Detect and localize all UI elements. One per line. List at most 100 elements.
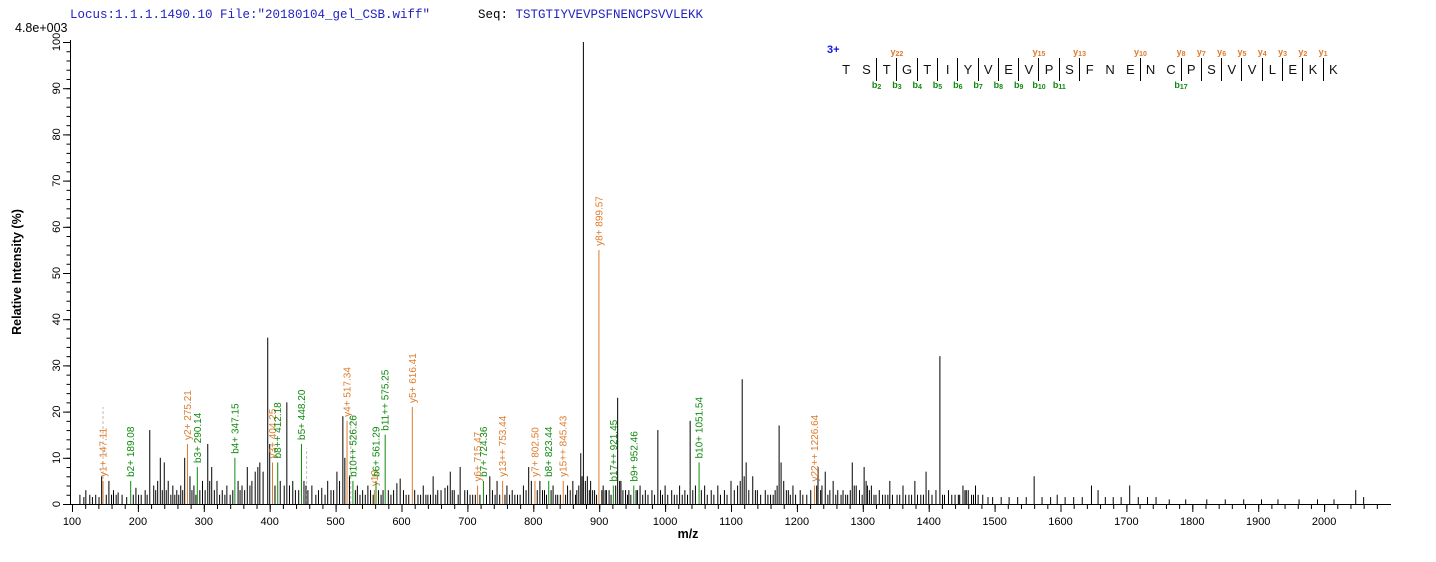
b-ion-tag: b4 [912, 80, 922, 91]
x-tick-label: 200 [129, 516, 147, 528]
seq-label: Seq: [478, 8, 516, 22]
x-tick-label: 100 [63, 516, 81, 528]
y-ion-tag: y4 [1257, 47, 1267, 58]
residue-25: K [1328, 62, 1338, 77]
x-tick-label: 1500 [982, 516, 1006, 528]
cleavage-divider [957, 58, 959, 81]
x-tick-label: 2000 [1312, 516, 1336, 528]
y-ion-label: y10 [370, 470, 381, 487]
y-tick-label: 60 [51, 221, 63, 233]
y-ion-group: y1+ 147.11 y2+ 275.21 y3+ 404.25 y4+ 517.34… [99, 196, 821, 504]
y-tick-label: 50 [51, 267, 63, 279]
b-ion-label: b2+ 189.08 [126, 426, 137, 477]
b-ion-label: b6+ 561.29 [371, 426, 382, 477]
x-tick-label: 1700 [1114, 516, 1138, 528]
tick-labels: 0 10 20 30 40 50 60 70 80 90 100 100 200 300 400 500 600… [51, 33, 1336, 528]
x-tick-label: 1800 [1180, 516, 1204, 528]
cleavage-divider [1241, 58, 1243, 81]
b-ion-tag: b9 [1013, 80, 1024, 91]
cleavage-divider [977, 58, 979, 81]
y-ion-tag: y7 [1196, 47, 1206, 58]
b-ion-tag: b2 [871, 80, 882, 91]
residue-1: T [842, 62, 851, 77]
unlabeled-peaks [79, 42, 1365, 504]
cleavage-divider [1302, 58, 1304, 81]
y-ion-tag: y2 [1298, 47, 1308, 58]
b-ion-tag: b5 [932, 80, 943, 91]
sequence-header: Seq: TSTGTIYVEVPSFNENCPSVVLEKK [478, 8, 703, 22]
x-tick-label: 600 [392, 516, 410, 528]
x-tick-label: 1300 [851, 516, 875, 528]
y-tick-label: 100 [51, 33, 63, 51]
b-ion-label: b10++ 526.26 [348, 415, 359, 477]
y-ion-label: y3+ 404.25 [268, 408, 279, 458]
cleavage-divider [1261, 58, 1263, 81]
y-tick-label: 0 [51, 501, 63, 507]
y-tick-label: 20 [51, 405, 63, 417]
b-ion-label: b8++ 412.18 [273, 402, 284, 459]
b-ion-tag: b10 [1032, 80, 1046, 91]
y-ion-tag: y15 [1032, 47, 1046, 58]
cleavage-divider [1282, 58, 1284, 81]
base-peak-intensity-label: 4.8e+003 [15, 21, 68, 35]
x-tick-label: 1200 [785, 516, 809, 528]
b-ion-label: b17++ 921.45 [609, 419, 620, 481]
b-ion-label: b3+ 290.14 [193, 412, 204, 463]
x-tick-label: 1900 [1246, 516, 1270, 528]
y-ion-label: y2+ 275.21 [183, 390, 194, 440]
y-ion-label: y1+ 147.11 [99, 427, 110, 476]
cleavage-divider [1180, 58, 1182, 81]
y-ion-label: y7+ 802.50 [530, 427, 541, 477]
b-ion-tag: b17 [1174, 80, 1188, 91]
cleavage-divider [876, 58, 878, 81]
x-tick-label: 1100 [719, 516, 743, 528]
cleavage-divider [1018, 58, 1020, 81]
x-tick-label: 1000 [653, 516, 677, 528]
b-ion-tag: b3 [892, 80, 902, 91]
y-tick-label: 90 [51, 82, 63, 94]
y-ion-label: y22++ 1226.64 [810, 414, 821, 481]
x-tick-label: 900 [590, 516, 608, 528]
x-tick-label: 500 [326, 516, 344, 528]
cleavage-divider [936, 58, 938, 81]
x-axis-title: m/z [678, 527, 699, 541]
y-tick-label: 40 [51, 313, 63, 325]
b-ion-label: b8+ 823.44 [544, 426, 555, 477]
cleavage-divider [1079, 58, 1081, 81]
b-ion-tag: b6 [953, 80, 963, 91]
cleavage-divider [896, 58, 898, 81]
y-ion-tag: y10 [1134, 47, 1147, 58]
cleavage-divider [1058, 58, 1060, 81]
b-ion-label: b11++ 575.25 [381, 369, 392, 430]
y-ion-label: y4+ 517.34 [343, 367, 354, 417]
cleavage-divider [1322, 58, 1324, 81]
cleavage-divider [1221, 58, 1223, 81]
y-tick-label: 80 [51, 128, 63, 140]
b-ion-label: b5+ 448.20 [297, 389, 308, 440]
header-row: Locus:1.1.1.1490.10 File:"20180104_gel_C… [70, 8, 703, 64]
x-tick-label: 700 [458, 516, 476, 528]
y-tick-label: 10 [51, 452, 63, 464]
y-ion-label: y5+ 616.41 [408, 353, 419, 403]
y-ion-tag: y3 [1278, 47, 1287, 58]
x-tick-label: 800 [524, 516, 542, 528]
